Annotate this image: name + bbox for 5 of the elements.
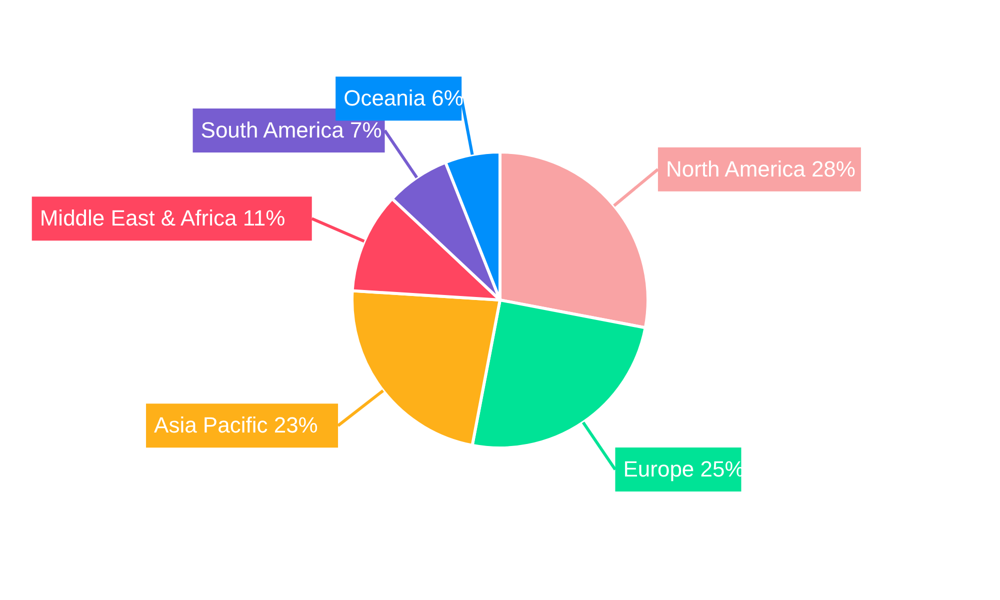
slice-label: Asia Pacific 23% — [154, 412, 318, 438]
slice-label: Oceania 6% — [344, 86, 464, 111]
slice-label: North America 28% — [666, 156, 856, 182]
legend-label: Middle East & Africa 11% — [40, 206, 286, 231]
slice-label: South America 7% — [200, 117, 382, 142]
